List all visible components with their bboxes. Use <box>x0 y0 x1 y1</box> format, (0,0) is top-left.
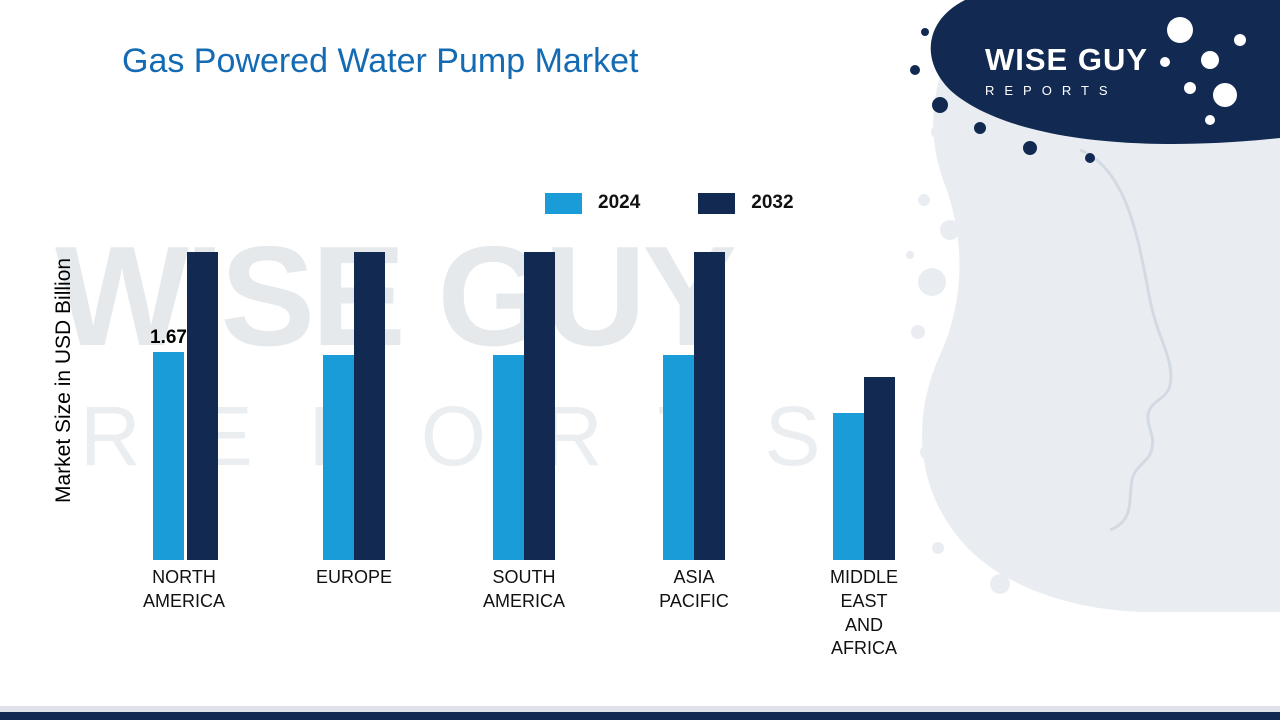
bar-column <box>323 330 354 560</box>
legend: 2024 2032 <box>545 192 794 214</box>
bar-2024-europe <box>323 355 354 560</box>
bar-2024-asia-pacific <box>663 355 694 560</box>
brand-logo-name: WISE GUY <box>985 42 1149 77</box>
bar-column <box>864 352 895 560</box>
bar-2024-north-america <box>152 352 184 560</box>
page-title: Gas Powered Water Pump Market <box>122 42 639 80</box>
legend-swatch-2032 <box>698 192 736 214</box>
bar-column <box>354 227 385 560</box>
legend-label-2024: 2024 <box>598 192 641 213</box>
category-label-asia-pacific: ASIA PACIFIC <box>659 567 729 611</box>
bar-2032-europe <box>354 252 385 560</box>
bar-column <box>663 330 694 560</box>
bar-group-middle-east-and-africa <box>779 352 949 560</box>
bar-group-north-america: 1.67 <box>99 227 269 560</box>
category-label-middle-east-and-africa: MIDDLE EAST AND AFRICA <box>829 567 898 659</box>
legend-swatch-2024 <box>545 192 582 214</box>
bar-2032-south-america <box>524 252 555 560</box>
bottom-strip-navy <box>0 712 1280 720</box>
category-label-south-america: SOUTH AMERICA <box>482 567 565 611</box>
brand-logo-subtitle: REPORTS <box>985 83 1118 98</box>
bar-2032-north-america <box>186 252 218 560</box>
bar-group-south-america <box>439 227 609 560</box>
bar-column <box>524 227 555 560</box>
bar-2032-asia-pacific <box>694 252 725 560</box>
category-label-north-america: NORTH AMERICA <box>142 567 225 611</box>
bar-column <box>186 227 218 560</box>
bar-column <box>493 330 524 560</box>
bar-2024-south-america <box>493 355 524 560</box>
legend-item-2024: 2024 <box>545 192 640 214</box>
legend-label-2032: 2032 <box>751 192 794 213</box>
bar-column <box>833 388 864 560</box>
brand-logo: WISE GUY REPORTS <box>985 42 1148 98</box>
legend-item-2032: 2032 <box>698 192 794 214</box>
bar-value-label: 1.67 <box>150 327 187 348</box>
decorative-head-graphic <box>906 0 1280 612</box>
bar-column: 1.67 <box>150 327 187 560</box>
bar-2024-middle-east-and-africa <box>833 413 864 560</box>
bar-group-asia-pacific <box>609 227 779 560</box>
bar-2032-middle-east-and-africa <box>864 377 895 560</box>
bottom-strip-gray <box>0 706 1280 712</box>
watermark-brand: WISE GUY <box>55 217 737 376</box>
category-label-europe: EUROPE <box>315 567 393 587</box>
bar-group-europe <box>269 227 439 560</box>
bar-column <box>694 227 725 560</box>
